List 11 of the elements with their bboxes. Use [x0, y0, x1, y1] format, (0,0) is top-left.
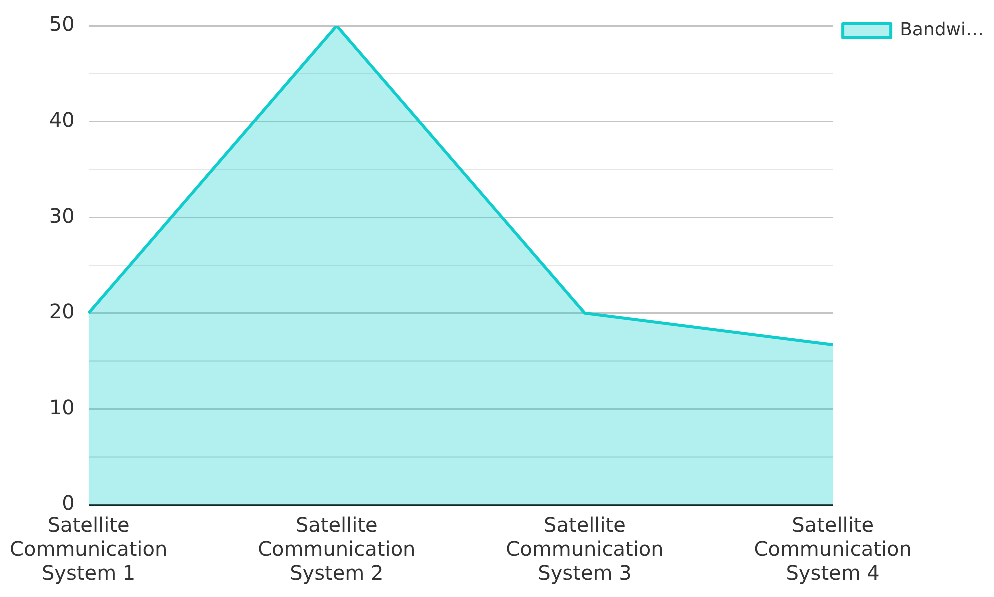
y-tick-label: 40 — [49, 108, 75, 132]
legend-label: Bandwi… — [900, 20, 984, 41]
x-tick-label: Satellite Communication System 3 — [506, 513, 664, 586]
x-tick-label: Satellite Communication System 4 — [754, 513, 912, 586]
y-tick-label: 0 — [62, 491, 75, 516]
x-tick-label: Satellite Communication System 2 — [258, 513, 416, 586]
y-tick-label: 20 — [49, 300, 75, 324]
y-tick-label: 10 — [49, 395, 75, 420]
x-tick-label: Satellite Communication System 1 — [10, 513, 168, 586]
y-tick-label: 30 — [49, 204, 75, 228]
y-tick-label: 50 — [49, 12, 75, 36]
